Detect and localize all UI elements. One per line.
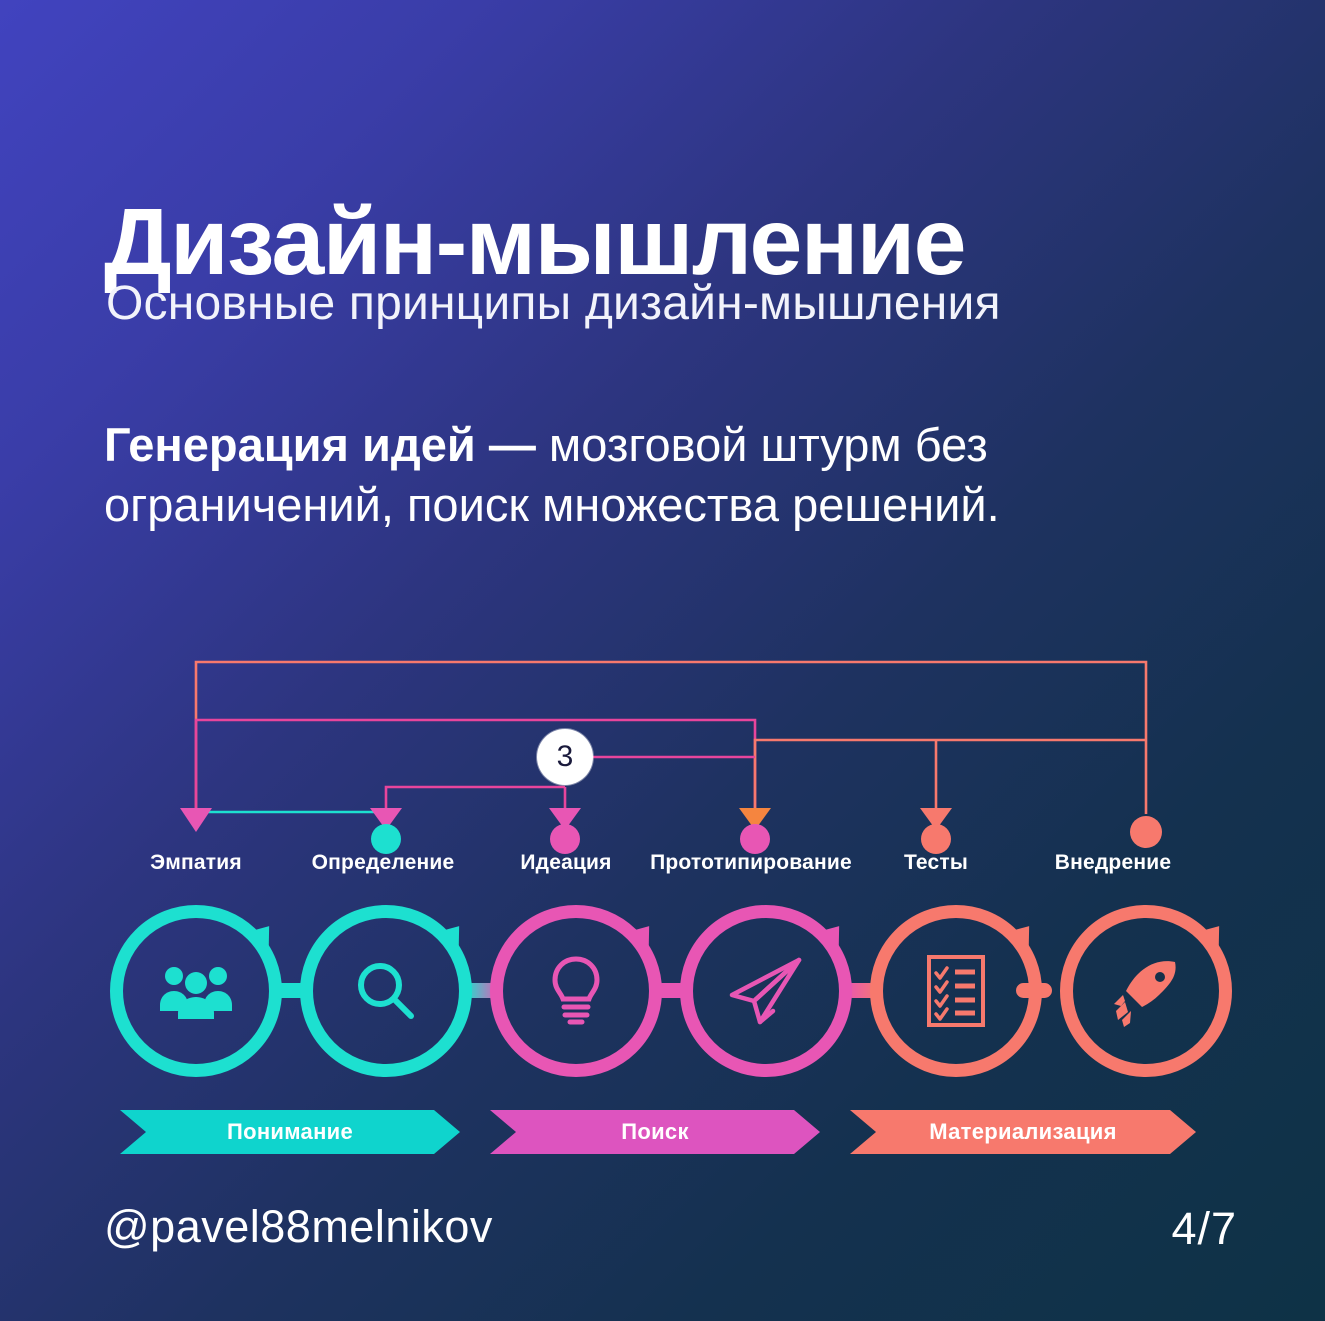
body-paragraph: Генерация идей — мозговой штурм без огра…	[104, 415, 1214, 535]
marker-tests	[916, 808, 956, 854]
phase-banner-understanding[interactable]: Понимание	[120, 1110, 460, 1154]
circle-marker-icon	[1130, 816, 1162, 848]
wire-magenta-long	[194, 718, 757, 830]
page-indicator: 4/7	[1171, 1203, 1237, 1254]
step-label-define: Определение	[311, 851, 455, 874]
stage-circle-empathy[interactable]	[110, 905, 282, 1077]
body-lead: Генерация идей —	[104, 418, 549, 471]
checklist-icon	[883, 918, 1029, 1064]
body-rest: мозговой штурм без ограничений, поиск мн…	[104, 418, 1000, 532]
circle-marker-icon	[550, 824, 580, 854]
phase-label: Понимание	[226, 1119, 354, 1144]
wire-teal-empathy-define	[194, 810, 388, 822]
step-label-ideation: Идеация	[520, 851, 612, 874]
stage-circle-ideation[interactable]	[490, 905, 662, 1077]
phase-banner-search[interactable]: Поиск	[490, 1110, 820, 1154]
triangle-marker-icon	[180, 808, 212, 832]
marker-prototype	[735, 808, 775, 854]
marker-define	[366, 808, 406, 854]
magnifier-icon	[313, 918, 459, 1064]
marker-empathy	[176, 808, 216, 854]
stage-circles-row	[0, 905, 1325, 1105]
step-label-empathy: Эмпатия	[150, 851, 242, 874]
design-thinking-diagram: 3 Эмпатия Определение Идеация Прототипир…	[0, 630, 1325, 1190]
rocket-icon	[1073, 918, 1219, 1064]
step-label-tests: Тесты	[903, 851, 969, 874]
circle-marker-icon	[921, 824, 951, 854]
author-handle: @pavel88melnikov	[104, 1201, 493, 1252]
step-badge-3: 3	[537, 729, 593, 785]
phase-label: Материализация	[929, 1119, 1117, 1144]
paper-plane-icon	[693, 918, 839, 1064]
page-subtitle: Основные принципы дизайн-мышления	[106, 277, 1001, 330]
lightbulb-icon	[503, 918, 649, 1064]
wire-coral-outer	[194, 660, 1148, 830]
triangle-marker-icon	[920, 808, 952, 830]
stage-circle-define[interactable]	[300, 905, 472, 1077]
marker-ideation	[545, 808, 585, 854]
stage-circle-tests[interactable]	[870, 905, 1042, 1077]
step-label-prototype: Прототипирование	[650, 851, 852, 874]
step-label-implement: Внедрение	[1054, 851, 1172, 874]
triangle-marker-icon	[739, 808, 771, 830]
phase-banner-materialization[interactable]: Материализация	[850, 1110, 1196, 1154]
wire-define-to-badge	[384, 785, 565, 830]
circle-marker-icon	[371, 824, 401, 854]
circle-marker-icon	[740, 824, 770, 854]
marker-implement	[1126, 812, 1166, 858]
phase-label: Поиск	[621, 1119, 689, 1144]
stage-circle-implement[interactable]	[1060, 905, 1232, 1077]
people-group-icon	[123, 918, 269, 1064]
page-title: Дизайн-мышление	[104, 188, 966, 295]
triangle-marker-icon	[370, 808, 402, 830]
stage-circle-prototype[interactable]	[680, 905, 852, 1077]
wire-coral-inner	[753, 738, 1146, 814]
phase-banners: Понимание Поиск Материализация	[0, 1110, 1325, 1170]
triangle-marker-icon	[549, 808, 581, 830]
